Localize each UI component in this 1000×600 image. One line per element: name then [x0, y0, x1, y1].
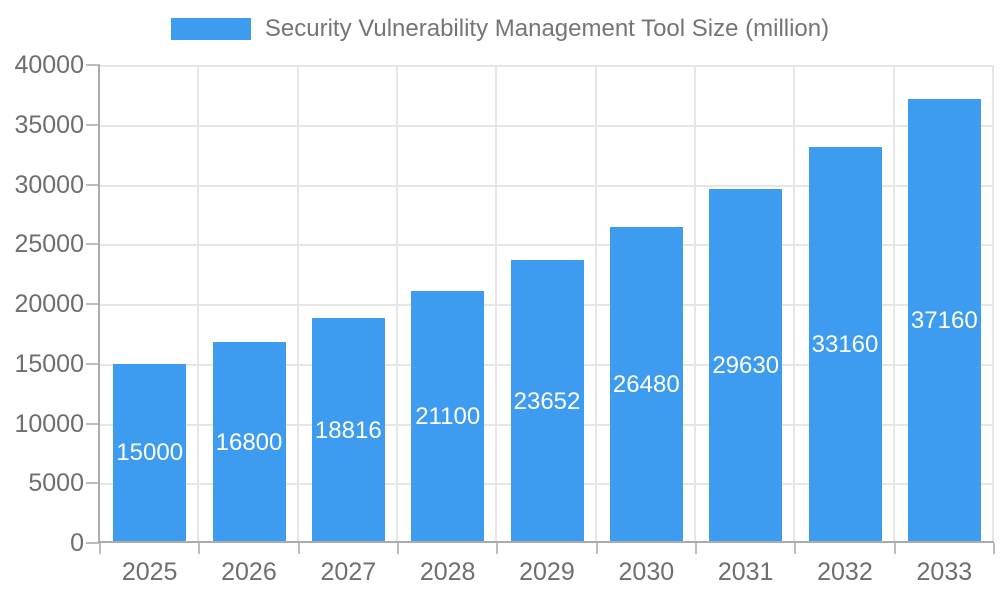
x-axis-tick [397, 543, 399, 554]
y-axis-label: 0 [70, 529, 84, 557]
y-axis-tick [86, 362, 100, 365]
legend-swatch [170, 18, 251, 40]
bar-2031[interactable]: 29630 [709, 188, 783, 543]
y-axis-line [98, 65, 100, 543]
bar-2026[interactable]: 16800 [212, 342, 286, 543]
y-axis-tick [86, 64, 100, 66]
y-axis-tick [86, 422, 100, 425]
y-axis-label: 25000 [14, 230, 84, 259]
bar-value-label: 33160 [811, 330, 879, 358]
gridline-horizontal [100, 124, 994, 127]
y-axis-label: 30000 [14, 170, 84, 199]
y-axis-label: 20000 [14, 290, 84, 318]
gridline-vertical [594, 65, 597, 543]
y-axis-tick [86, 542, 100, 544]
gridline-vertical [694, 65, 696, 543]
x-axis-tick [993, 543, 995, 554]
bar-value-label: 16800 [215, 428, 283, 456]
x-axis-label-2026: 2026 [221, 558, 277, 586]
x-axis-label-2031: 2031 [717, 558, 774, 586]
gridline-horizontal [100, 244, 994, 247]
x-axis-tick [297, 543, 300, 554]
bar-2025[interactable]: 15000 [113, 363, 187, 543]
x-axis-label-2032: 2032 [817, 558, 873, 586]
x-axis-tick [595, 543, 598, 554]
gridline-vertical [197, 65, 200, 543]
y-axis-label: 35000 [14, 110, 84, 139]
y-axis-label: 10000 [14, 409, 84, 438]
bar-value-label: 21100 [415, 402, 481, 430]
x-axis-tick [198, 543, 201, 554]
x-axis-label-2027: 2027 [320, 558, 377, 586]
bar-value-label: 23652 [513, 387, 581, 415]
x-axis-tick [496, 543, 499, 554]
y-axis-tick [86, 183, 100, 186]
y-axis-label: 15000 [14, 349, 84, 378]
gridline-vertical [396, 65, 398, 543]
y-axis-tick [86, 303, 100, 305]
legend: Security Vulnerability Management Tool S… [0, 15, 1000, 43]
bar-2030[interactable]: 26480 [609, 226, 683, 543]
x-axis-label-2028: 2028 [419, 558, 476, 586]
y-axis-label: 5000 [28, 469, 84, 498]
gridline-vertical [296, 65, 299, 543]
x-axis-tick [695, 543, 697, 554]
x-axis-label-2030: 2030 [618, 558, 675, 586]
bar-value-label: 15000 [116, 439, 184, 467]
gridline-horizontal [100, 184, 994, 187]
gridline-vertical [793, 65, 796, 543]
y-axis-label: 40000 [14, 51, 84, 79]
legend-label: Security Vulnerability Management Tool S… [264, 15, 830, 42]
legend-item[interactable]: Security Vulnerability Management Tool S… [170, 15, 830, 43]
gridline-horizontal [100, 65, 994, 67]
x-axis-label-2033: 2033 [916, 558, 973, 586]
x-axis-label-2029: 2029 [519, 558, 575, 586]
x-axis-tick [99, 543, 101, 554]
x-axis-label-2025: 2025 [121, 558, 178, 586]
x-axis-tick [893, 543, 896, 554]
gridline-vertical [892, 65, 895, 543]
bar-value-label: 29630 [712, 351, 780, 379]
gridline-vertical [495, 65, 498, 543]
bar-value-label: 18816 [314, 416, 382, 444]
y-axis-tick [86, 482, 100, 485]
bar-2027[interactable]: 18816 [311, 318, 385, 543]
y-axis-tick [86, 123, 100, 126]
x-axis-line [98, 541, 994, 543]
bar-2032[interactable]: 33160 [808, 146, 882, 543]
plot-area: 15000 16800 18816 21100 23652 26480 29630 33160… [100, 65, 994, 543]
bar-2033[interactable]: 37160 [907, 98, 981, 543]
gridline-vertical [992, 65, 994, 543]
bar-value-label: 26480 [612, 370, 680, 398]
y-axis-tick [86, 243, 100, 246]
bar-2028[interactable]: 21100 [411, 290, 485, 543]
x-axis-tick [794, 543, 797, 554]
bar-2029[interactable]: 23652 [510, 260, 584, 543]
bar-value-label: 37160 [910, 306, 978, 334]
